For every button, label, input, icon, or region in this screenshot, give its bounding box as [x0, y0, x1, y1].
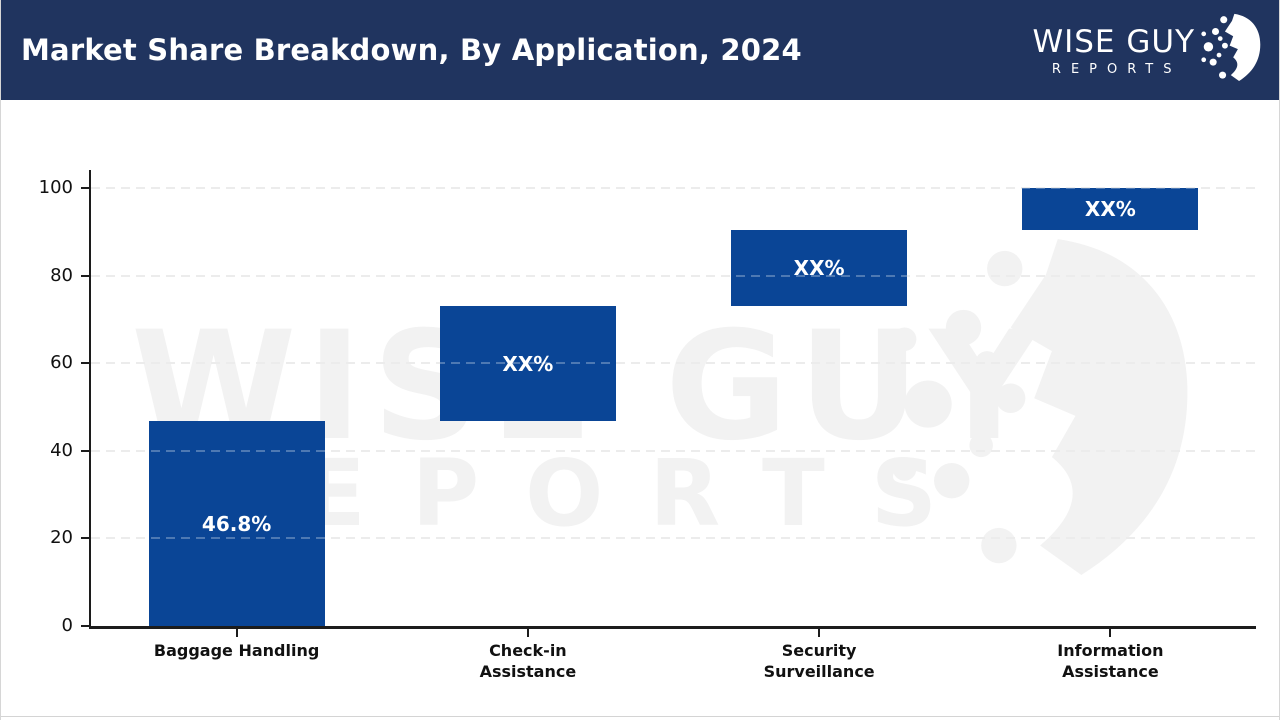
- gridline-overlay: [91, 362, 1256, 365]
- bar-check-in-assistance: XX%: [439, 306, 616, 421]
- gridline: [91, 362, 1256, 365]
- x-tick-mark: [818, 629, 821, 637]
- x-tick-mark: [1109, 629, 1112, 637]
- x-tick-mark: [235, 629, 238, 637]
- bar-value-label: XX%: [502, 351, 554, 376]
- bar-information-assistance: XX%: [1022, 188, 1199, 230]
- y-tick-mark: [81, 274, 89, 277]
- gridline-overlay: [91, 537, 1256, 540]
- gridline: [91, 274, 1256, 277]
- gridline-overlay: [91, 274, 1256, 277]
- bar-value-label: XX%: [793, 255, 845, 280]
- x-tick-mark: [526, 629, 529, 637]
- x-axis-label: Baggage Handling: [153, 641, 320, 660]
- brand-subtitle: REPORTS: [1051, 61, 1182, 77]
- bar-value-label: XX%: [1084, 196, 1136, 221]
- y-tick-label: 20: [50, 527, 73, 549]
- x-axis-line: [89, 626, 1256, 629]
- y-tick-label: 80: [50, 264, 73, 286]
- brand-text: WISE GUY REPORTS: [1032, 24, 1195, 77]
- wise-guy-face-icon: [1199, 10, 1265, 90]
- chart-area: WISE GUY REPORTS 0 20 40 60 80 100 46.8% Baggag…: [1, 100, 1279, 716]
- brand-logo: WISE GUY REPORTS: [1032, 10, 1265, 90]
- y-tick-label: 0: [61, 615, 73, 636]
- gridline: [91, 449, 1256, 452]
- gridline: [91, 537, 1256, 540]
- x-axis-label: Check-in Assistance: [479, 641, 577, 681]
- y-tick-mark: [81, 187, 89, 189]
- y-axis-line: [89, 170, 91, 628]
- brand-name: WISE GUY: [1032, 23, 1195, 60]
- bar-security-surveillance: XX%: [731, 229, 908, 307]
- gridline-overlay: [91, 449, 1256, 452]
- bar-baggage-handling: 46.8%: [148, 421, 325, 626]
- y-tick-mark: [81, 625, 89, 627]
- y-tick-mark: [81, 362, 89, 365]
- header-bar: Market Share Breakdown, By Application, …: [1, 0, 1279, 100]
- y-tick-mark: [81, 449, 89, 452]
- bottom-divider: [1, 716, 1279, 717]
- gridline: [91, 187, 1256, 189]
- page-title: Market Share Breakdown, By Application, …: [21, 33, 802, 67]
- y-tick-mark: [81, 537, 89, 540]
- x-axis-label: Information Assistance: [1057, 641, 1164, 681]
- watermark-face-icon: [881, 210, 1211, 614]
- x-axis-label: Security Surveillance: [763, 641, 875, 681]
- bar-value-label: 46.8%: [201, 511, 272, 536]
- y-tick-label: 40: [50, 439, 73, 461]
- gridline-overlay: [91, 187, 1256, 189]
- y-tick-label: 100: [38, 177, 73, 198]
- y-tick-label: 60: [50, 352, 73, 374]
